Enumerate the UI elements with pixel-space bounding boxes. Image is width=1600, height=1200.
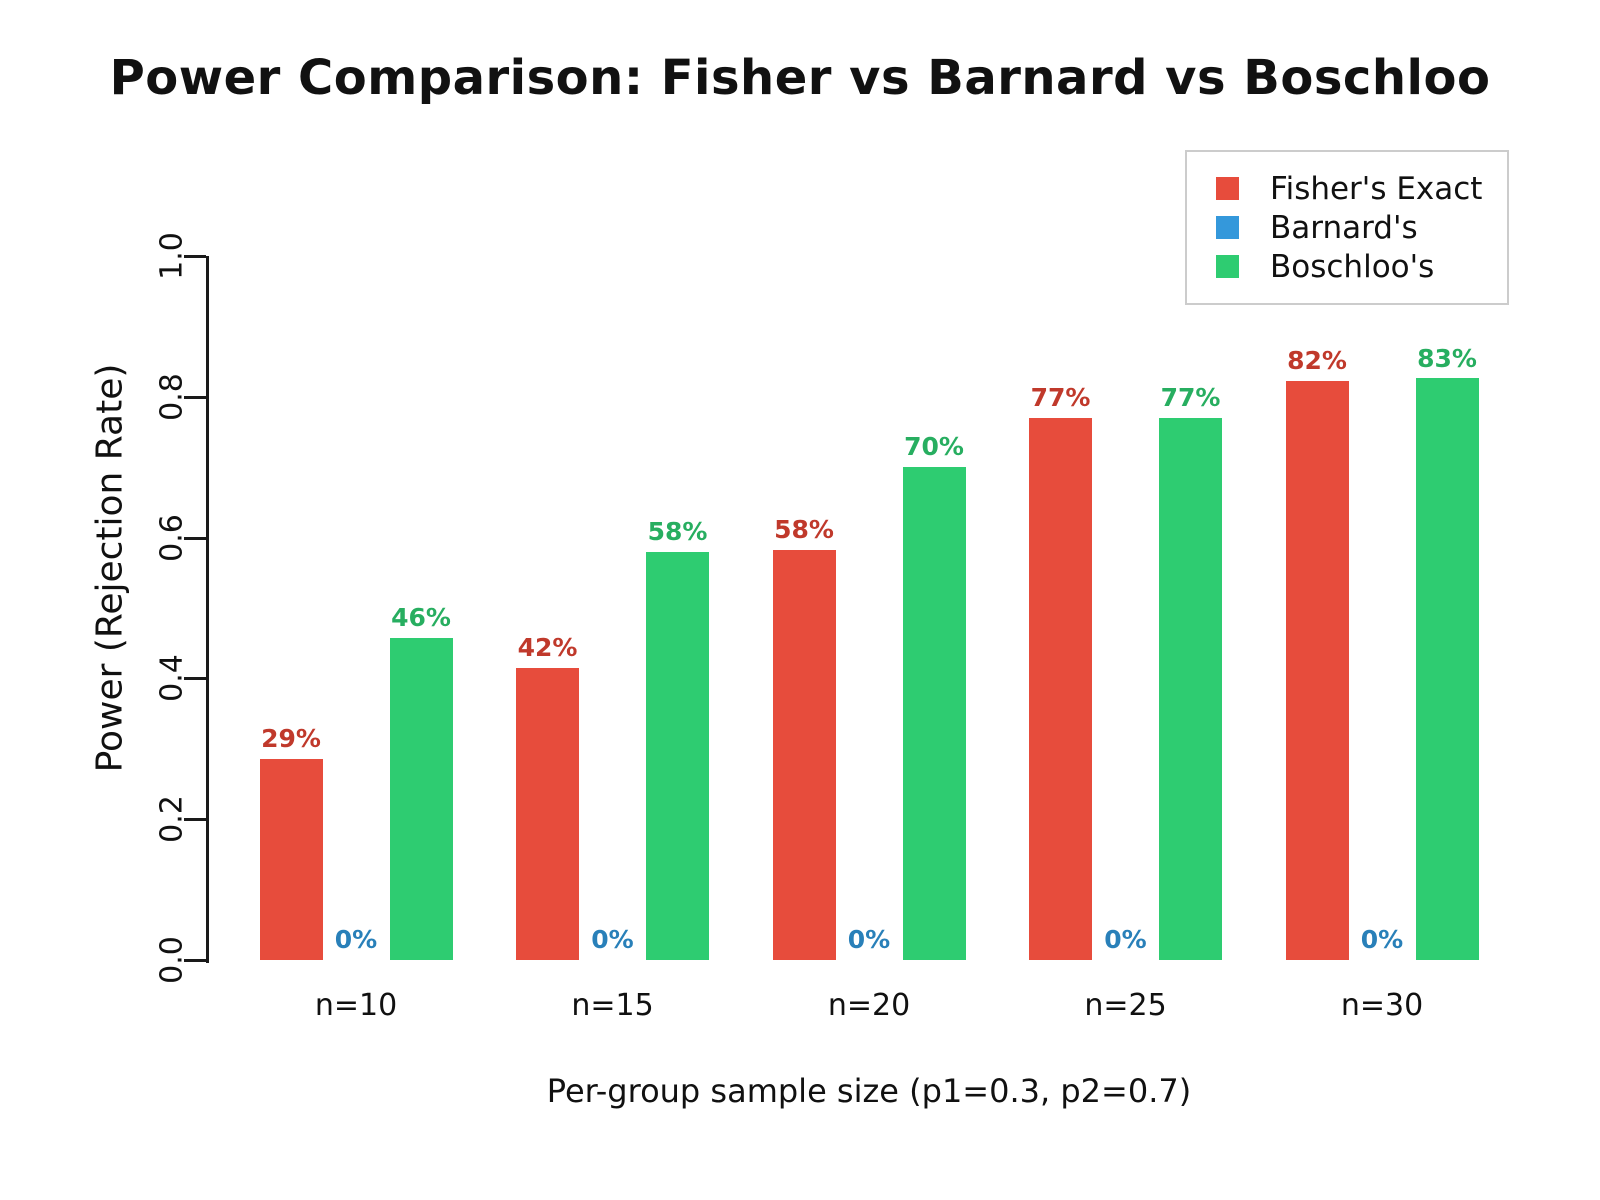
chart-title: Power Comparison: Fisher vs Barnard vs B…	[109, 50, 1491, 106]
y-tick-label: 0.0	[154, 936, 190, 984]
y-tick-label: 0.2	[154, 795, 190, 844]
fishers-exact-swatch-icon	[1216, 177, 1239, 200]
legend-label: Fisher's Exact	[1270, 170, 1483, 207]
bar-value-label: 0%	[1104, 925, 1147, 954]
x-axis-title: Per-group sample size (p1=0.3, p2=0.7)	[546, 1072, 1192, 1110]
bar-value-label: 58%	[774, 514, 834, 544]
legend: Fisher's Exact Barnard's Boschloo's	[1185, 150, 1509, 305]
bar	[1285, 381, 1349, 960]
x-tick-label: n=30	[1340, 988, 1424, 1023]
bar-value-label: 58%	[647, 516, 708, 546]
bar-value-label: 70%	[904, 432, 964, 462]
bar-value-label: 46%	[391, 603, 451, 633]
y-tick-label: 1.0	[154, 232, 190, 280]
y-tick	[184, 395, 206, 399]
x-tick-label: n=25	[1084, 988, 1167, 1023]
bar	[389, 638, 453, 960]
bar	[902, 467, 966, 960]
legend-item-fishers-exact: Fisher's Exact	[1187, 169, 1507, 208]
bar-value-label: 0%	[334, 925, 378, 954]
x-tick-label: n=15	[571, 988, 654, 1023]
y-tick	[184, 959, 206, 962]
bar	[516, 667, 579, 960]
legend-label: Boschloo's	[1270, 248, 1435, 285]
legend-item-barnards: Barnard's	[1187, 208, 1507, 247]
bar	[259, 759, 323, 960]
bar	[1029, 417, 1092, 960]
bar-value-label: 0%	[591, 925, 634, 954]
bar	[1415, 378, 1479, 960]
y-tick	[184, 677, 206, 681]
y-tick	[184, 255, 206, 258]
x-tick-label: n=20	[827, 988, 911, 1023]
y-tick-label: 0.4	[154, 654, 190, 703]
bar	[646, 551, 709, 960]
bar	[772, 549, 836, 960]
y-axis-title: Power (Rejection Rate)	[89, 363, 131, 773]
bar-value-label: 0%	[847, 925, 891, 954]
bar-value-label: 77%	[1160, 382, 1221, 412]
bar-value-label: 77%	[1030, 382, 1091, 412]
bar-value-label: 82%	[1287, 346, 1347, 376]
bar-value-label: 29%	[261, 724, 321, 754]
y-axis-line	[206, 256, 209, 963]
boschloos-swatch-icon	[1216, 255, 1239, 278]
bar-value-label: 0%	[1360, 925, 1404, 954]
x-tick-label: n=10	[314, 988, 398, 1023]
bar	[1159, 417, 1222, 960]
y-tick-label: 0.6	[154, 513, 190, 562]
y-tick	[184, 536, 206, 540]
bar-value-label: 83%	[1417, 343, 1477, 373]
legend-label: Barnard's	[1270, 209, 1418, 246]
y-tick	[184, 818, 206, 822]
bar-value-label: 42%	[517, 632, 578, 662]
barnards-swatch-icon	[1216, 216, 1239, 239]
legend-item-boschloos: Boschloo's	[1187, 247, 1507, 286]
y-tick-label: 0.8	[154, 372, 190, 421]
